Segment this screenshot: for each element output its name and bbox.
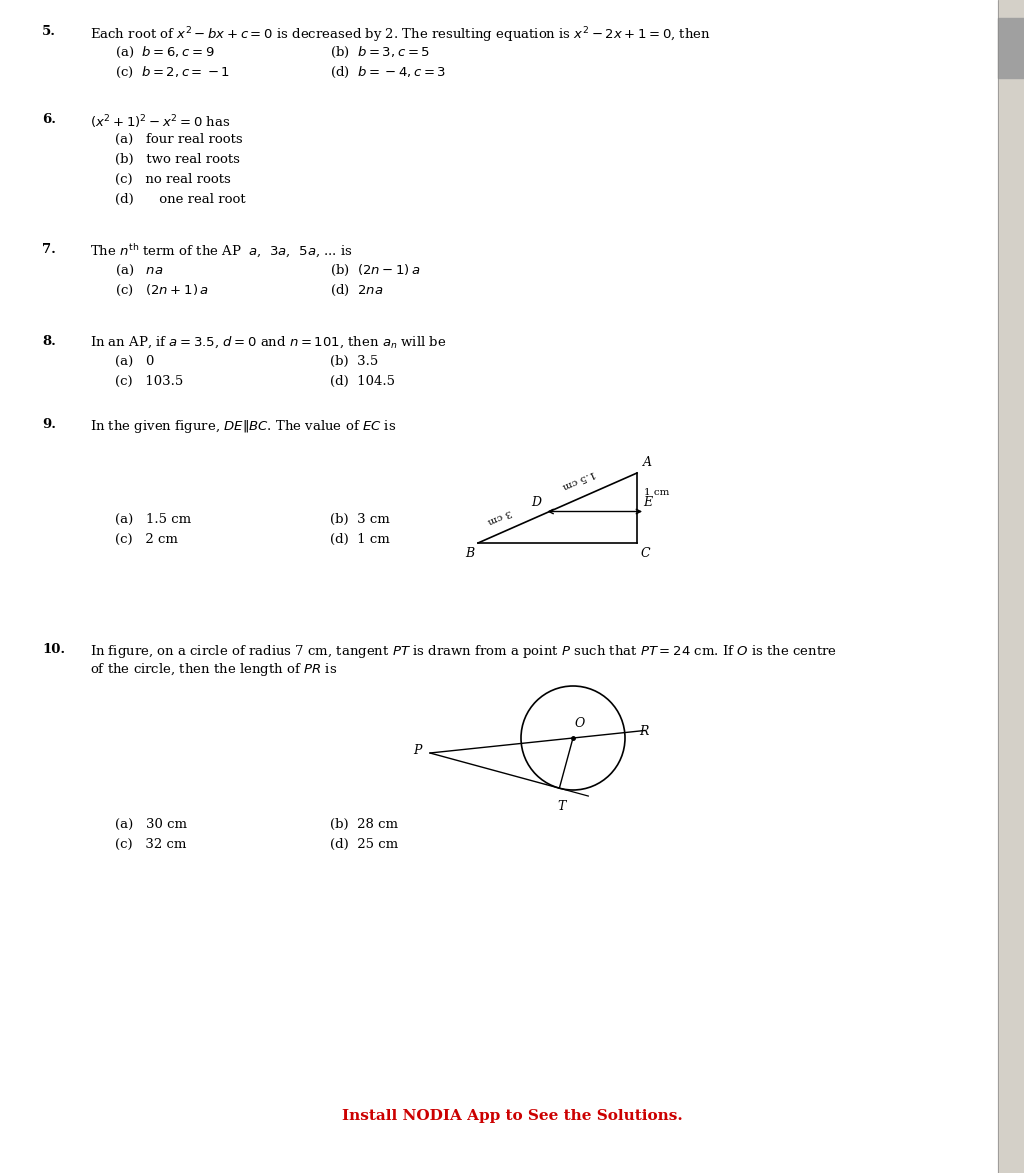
Text: In figure, on a circle of radius 7 cm, tangent $PT$ is drawn from a point $P$ su: In figure, on a circle of radius 7 cm, t… <box>90 643 837 660</box>
Text: A: A <box>643 456 652 469</box>
Text: 9.: 9. <box>42 418 56 430</box>
Text: (c)   no real roots: (c) no real roots <box>115 172 230 187</box>
Text: (d)  25 cm: (d) 25 cm <box>330 838 398 850</box>
Text: 1 cm: 1 cm <box>644 488 670 496</box>
Bar <box>998 0 1024 1173</box>
Text: T: T <box>557 800 565 813</box>
Text: (d)  $b = -4, c = 3$: (d) $b = -4, c = 3$ <box>330 65 446 80</box>
Text: (c)   103.5: (c) 103.5 <box>115 375 183 388</box>
Text: (b)  28 cm: (b) 28 cm <box>330 818 398 830</box>
Text: of the circle, then the length of $PR$ is: of the circle, then the length of $PR$ i… <box>90 662 337 678</box>
Text: (b)   two real roots: (b) two real roots <box>115 152 240 167</box>
Text: (c)   2 cm: (c) 2 cm <box>115 533 178 545</box>
Text: 7.: 7. <box>42 243 56 256</box>
Text: O: O <box>575 717 586 730</box>
Text: Each root of $x^2 - bx + c = 0$ is decreased by 2. The resulting equation is $x^: Each root of $x^2 - bx + c = 0$ is decre… <box>90 25 711 45</box>
Text: B: B <box>465 547 474 560</box>
Text: 6.: 6. <box>42 113 56 126</box>
Text: 3 cm: 3 cm <box>486 507 513 526</box>
Text: (c)   32 cm: (c) 32 cm <box>115 838 186 850</box>
Text: P: P <box>414 745 422 758</box>
Text: (d)  104.5: (d) 104.5 <box>330 375 395 388</box>
Text: (d)      one real root: (d) one real root <box>115 194 246 206</box>
Text: Install NODIA App to See the Solutions.: Install NODIA App to See the Solutions. <box>342 1108 682 1123</box>
Text: (b)  3.5: (b) 3.5 <box>330 355 378 368</box>
Text: (b)  $b = 3, c = 5$: (b) $b = 3, c = 5$ <box>330 45 430 60</box>
Text: R: R <box>640 725 649 738</box>
Text: D: D <box>531 496 542 509</box>
Text: (a)   1.5 cm: (a) 1.5 cm <box>115 513 191 526</box>
Text: (b)  3 cm: (b) 3 cm <box>330 513 390 526</box>
Text: (d)  $2na$: (d) $2na$ <box>330 283 383 298</box>
Text: (d)  1 cm: (d) 1 cm <box>330 533 390 545</box>
Text: C: C <box>641 547 650 560</box>
Text: In an AP, if $a = 3.5$, $d = 0$ and $n = 101$, then $a_n$ will be: In an AP, if $a = 3.5$, $d = 0$ and $n =… <box>90 335 446 351</box>
Text: 1.5 cm: 1.5 cm <box>561 468 597 490</box>
Text: The $n^{\rm th}$ term of the AP  $a$,  $3a$,  $5a$, ... is: The $n^{\rm th}$ term of the AP $a$, $3a… <box>90 243 353 260</box>
Text: (a)   four real roots: (a) four real roots <box>115 133 243 145</box>
Bar <box>998 18 1024 77</box>
Text: E: E <box>643 496 652 509</box>
Text: (b)  $(2n - 1)\,a$: (b) $(2n - 1)\,a$ <box>330 263 421 278</box>
Text: $(x^2 + 1)^2 - x^2 = 0$ has: $(x^2 + 1)^2 - x^2 = 0$ has <box>90 113 230 130</box>
Text: (c)   $(2n + 1)\,a$: (c) $(2n + 1)\,a$ <box>115 283 209 298</box>
Text: (a)   $na$: (a) $na$ <box>115 263 164 278</box>
Text: (a)  $b = 6, c = 9$: (a) $b = 6, c = 9$ <box>115 45 215 60</box>
Text: 5.: 5. <box>42 25 56 38</box>
Text: (a)   0: (a) 0 <box>115 355 155 368</box>
Text: 8.: 8. <box>42 335 56 348</box>
Text: 10.: 10. <box>42 643 66 656</box>
Text: (a)   30 cm: (a) 30 cm <box>115 818 187 830</box>
Text: (c)  $b = 2, c = -1$: (c) $b = 2, c = -1$ <box>115 65 230 80</box>
Text: In the given figure, $DE \| BC$. The value of $EC$ is: In the given figure, $DE \| BC$. The val… <box>90 418 396 435</box>
